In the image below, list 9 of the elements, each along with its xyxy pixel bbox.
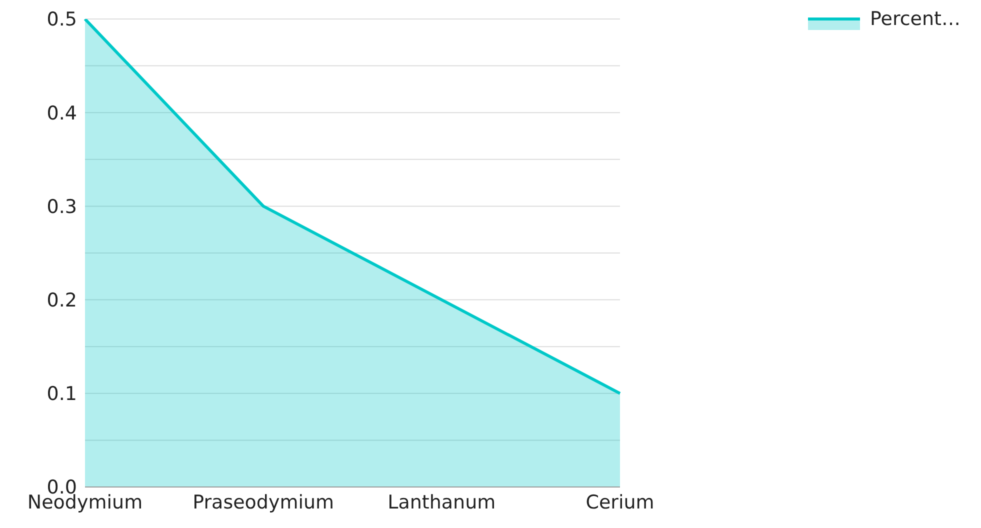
- x-tick-label: Praseodymium: [192, 491, 334, 514]
- x-tick-label: Cerium: [586, 491, 654, 514]
- y-tick-label: 0.5: [46, 8, 77, 31]
- y-tick-label: 0.3: [46, 196, 77, 218]
- y-tick-label: 0.4: [46, 102, 77, 124]
- x-tick-label: Lanthanum: [388, 491, 496, 514]
- legend-label: Percent…: [870, 8, 960, 30]
- y-tick-label: 0.2: [46, 290, 77, 312]
- y-tick-label: 0.1: [46, 383, 77, 406]
